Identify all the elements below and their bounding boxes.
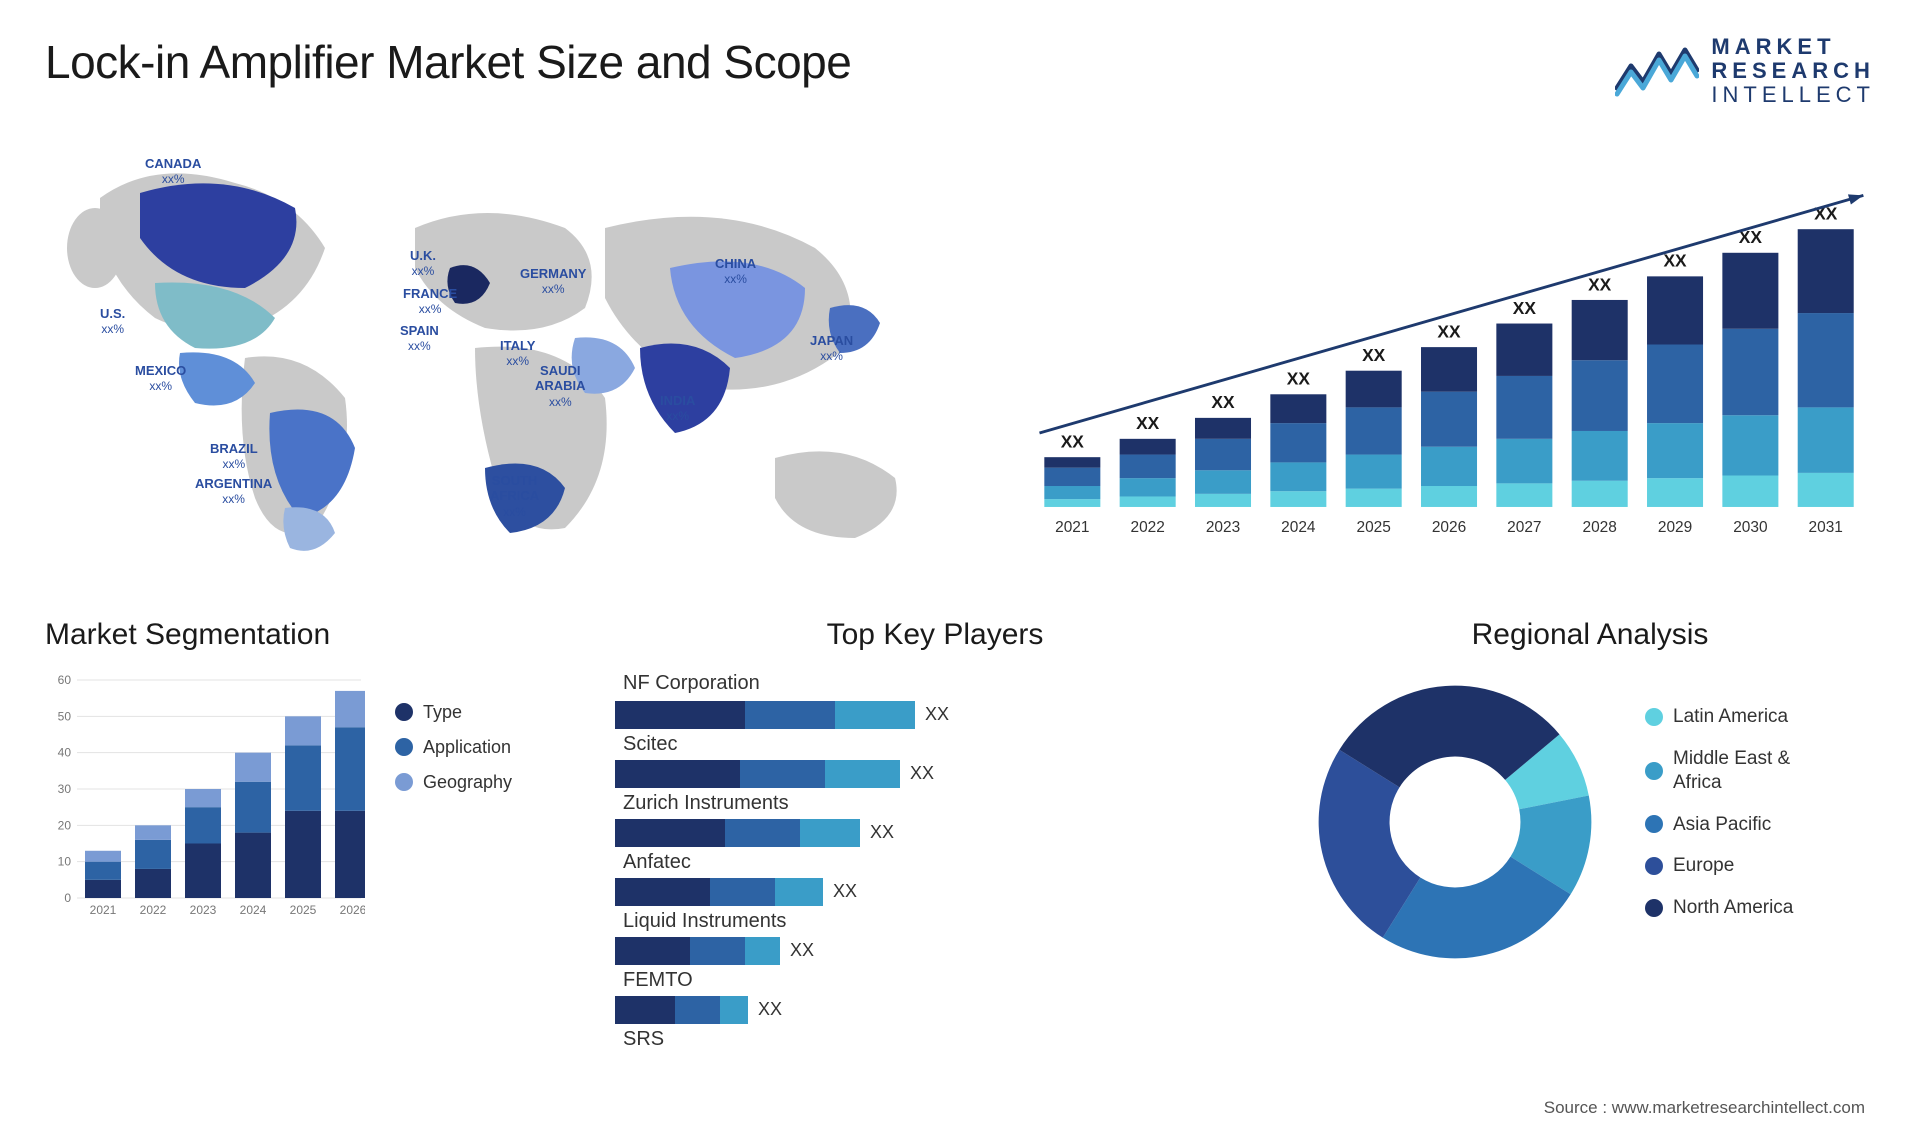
svg-text:2023: 2023 xyxy=(190,903,217,917)
legend-item: Latin America xyxy=(1645,705,1843,729)
svg-text:XX: XX xyxy=(1588,274,1612,294)
svg-text:XX: XX xyxy=(1136,413,1160,433)
player-row: XXScitec xyxy=(615,701,1255,756)
legend-item: North America xyxy=(1645,896,1843,920)
svg-text:2027: 2027 xyxy=(1507,519,1541,536)
svg-text:40: 40 xyxy=(58,745,72,759)
logo-mark-icon xyxy=(1615,44,1699,98)
legend-item: Geography xyxy=(395,772,512,793)
svg-text:50: 50 xyxy=(58,709,72,723)
svg-text:2025: 2025 xyxy=(1357,519,1391,536)
map-country-label: U.K.xx% xyxy=(410,248,436,279)
players-panel: Top Key Players NF Corporation XXScitecX… xyxy=(615,618,1255,1051)
legend-item: Type xyxy=(395,702,512,723)
players-chart: XXScitecXXZurich InstrumentsXXAnfatecXXL… xyxy=(615,701,1255,1051)
legend-item: Asia Pacific xyxy=(1645,813,1843,837)
regional-title: Regional Analysis xyxy=(1305,618,1875,652)
legend-item: Europe xyxy=(1645,854,1843,878)
source-label: Source : www.marketresearchintellect.com xyxy=(1544,1098,1865,1118)
player-row: XXSRS xyxy=(615,996,1255,1051)
players-top-label: NF Corporation xyxy=(615,672,1255,695)
svg-text:2023: 2023 xyxy=(1206,519,1240,536)
segmentation-legend: Type Application Geography xyxy=(395,672,512,922)
svg-text:0: 0 xyxy=(64,891,71,905)
svg-text:2025: 2025 xyxy=(290,903,317,917)
svg-text:2021: 2021 xyxy=(1055,519,1089,536)
map-country-label: ARGENTINAxx% xyxy=(195,476,272,507)
legend-item: Middle East & Africa xyxy=(1645,747,1843,795)
svg-text:2026: 2026 xyxy=(1432,519,1466,536)
segmentation-chart: 0 10 20 30 40 50 60 2021 2022 2023 2024 2025 2026 xyxy=(45,672,365,922)
header: Lock-in Amplifier Market Size and Scope … xyxy=(45,35,1875,108)
map-country-label: FRANCExx% xyxy=(403,286,457,317)
map-country-label: SAUDIARABIAxx% xyxy=(535,363,586,410)
map-country-label: SOUTHAFRICAxx% xyxy=(490,473,539,520)
svg-text:2026: 2026 xyxy=(340,903,365,917)
players-title: Top Key Players xyxy=(615,618,1255,652)
page-title: Lock-in Amplifier Market Size and Scope xyxy=(45,35,851,89)
segmentation-title: Market Segmentation xyxy=(45,618,565,652)
regional-panel: Regional Analysis Latin America Middle Ea… xyxy=(1305,618,1875,1051)
logo-text: MARKET RESEARCH INTELLECT xyxy=(1711,35,1875,108)
svg-text:XX: XX xyxy=(1061,431,1085,451)
svg-text:XX: XX xyxy=(1362,345,1386,365)
player-row: XXZurich Instruments xyxy=(615,760,1255,815)
svg-text:2031: 2031 xyxy=(1809,519,1843,536)
growth-chart-panel: XX 2021 XX 2022 XX 2023 XX 2024 XX 2025 XX 2026 XX 20… xyxy=(1025,138,1875,568)
map-country-label: SPAINxx% xyxy=(400,323,439,354)
map-country-label: CHINAxx% xyxy=(715,256,756,287)
svg-text:XX: XX xyxy=(1437,321,1461,341)
map-country-label: BRAZILxx% xyxy=(210,441,258,472)
legend-item: Application xyxy=(395,737,512,758)
map-country-label: CANADAxx% xyxy=(145,156,201,187)
top-row: CANADAxx% U.S.xx% MEXICOxx% BRAZILxx% ARGENT… xyxy=(45,138,1875,568)
segmentation-panel: Market Segmentation 0 10 20 30 40 50 60 2021 202… xyxy=(45,618,565,1051)
map-country-label: GERMANYxx% xyxy=(520,266,586,297)
map-country-label: INDIAxx% xyxy=(660,393,695,424)
svg-text:2024: 2024 xyxy=(240,903,267,917)
growth-chart: XX 2021 XX 2022 XX 2023 XX 2024 XX 2025 XX 2026 XX 20… xyxy=(1025,138,1875,553)
svg-text:2028: 2028 xyxy=(1583,519,1617,536)
brand-logo: MARKET RESEARCH INTELLECT xyxy=(1615,35,1875,108)
map-country-label: ITALYxx% xyxy=(500,338,535,369)
svg-text:XX: XX xyxy=(1513,297,1537,317)
svg-text:10: 10 xyxy=(58,854,72,868)
svg-text:XX: XX xyxy=(1211,392,1235,412)
svg-text:2022: 2022 xyxy=(1130,519,1164,536)
regional-donut xyxy=(1305,672,1605,972)
svg-text:2030: 2030 xyxy=(1733,519,1767,536)
bottom-row: Market Segmentation 0 10 20 30 40 50 60 2021 202… xyxy=(45,618,1875,1051)
regional-legend: Latin America Middle East & Africa Asia Pa… xyxy=(1645,705,1843,938)
player-row: XXLiquid Instruments xyxy=(615,878,1255,933)
map-country-label: JAPANxx% xyxy=(810,333,853,364)
svg-text:XX: XX xyxy=(1663,250,1687,270)
world-map-panel: CANADAxx% U.S.xx% MEXICOxx% BRAZILxx% ARGENT… xyxy=(45,138,965,568)
svg-text:2024: 2024 xyxy=(1281,519,1316,536)
svg-text:60: 60 xyxy=(58,673,72,687)
svg-text:20: 20 xyxy=(58,818,72,832)
svg-text:XX: XX xyxy=(1287,368,1311,388)
svg-text:2029: 2029 xyxy=(1658,519,1692,536)
map-country-label: MEXICOxx% xyxy=(135,363,186,394)
map-country-label: U.S.xx% xyxy=(100,306,125,337)
player-row: XXFEMTO xyxy=(615,937,1255,992)
svg-text:2021: 2021 xyxy=(90,903,117,917)
svg-text:2022: 2022 xyxy=(140,903,167,917)
player-row: XXAnfatec xyxy=(615,819,1255,874)
svg-text:30: 30 xyxy=(58,782,72,796)
